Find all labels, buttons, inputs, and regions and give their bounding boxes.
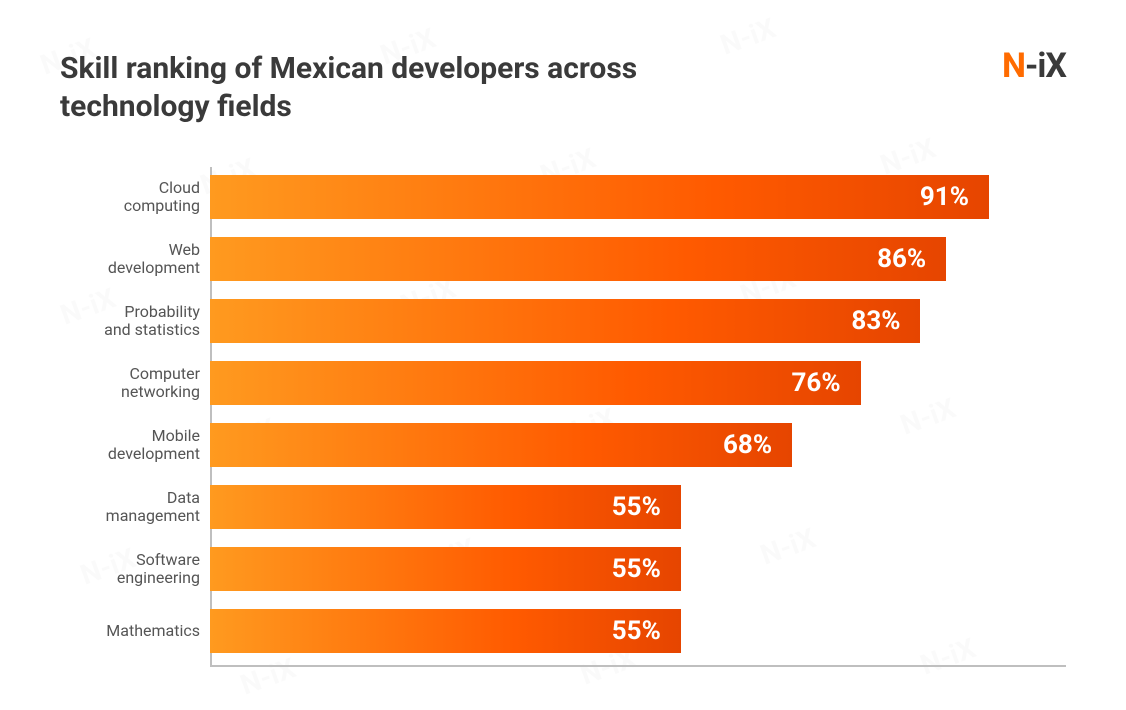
category-label-line: Web (60, 241, 200, 259)
category-label-line: development (60, 445, 200, 463)
logo: N-iX (1002, 46, 1066, 86)
category-label: Probabilityand statistics (60, 303, 200, 340)
chart-title: Skill ranking of Mexican developers acro… (60, 50, 660, 125)
bar-value-label: 91% (920, 182, 969, 212)
bar: 68% (210, 423, 792, 467)
header: Skill ranking of Mexican developers acro… (60, 50, 1066, 125)
category-label-line: management (60, 507, 200, 525)
bar-row: Computernetworking76% (210, 361, 1066, 405)
category-label: Mobiledevelopment (60, 427, 200, 464)
category-label-line: Cloud (60, 179, 200, 197)
bar: 55% (210, 485, 681, 529)
logo-dash: - (1025, 46, 1037, 86)
bar: 91% (210, 175, 989, 219)
category-label-line: Software (60, 551, 200, 569)
bar: 83% (210, 299, 920, 343)
bar-value-label: 55% (612, 616, 661, 646)
category-label-line: engineering (60, 569, 200, 587)
bar-row: Probabilityand statistics83% (210, 299, 1066, 343)
x-axis-line (210, 665, 1066, 667)
bar: 86% (210, 237, 946, 281)
category-label-line: Mobile (60, 427, 200, 445)
bar-row: Cloudcomputing91% (210, 175, 1066, 219)
bar-row: Softwareengineering55% (210, 547, 1066, 591)
bar-row: Mathematics55% (210, 609, 1066, 653)
chart-plot-area: Cloudcomputing91%Webdevelopment86%Probab… (60, 175, 1066, 653)
category-label-line: Data (60, 489, 200, 507)
category-label-line: computing (60, 197, 200, 215)
bar-value-label: 55% (612, 492, 661, 522)
bar-row: Datamanagement55% (210, 485, 1066, 529)
chart-container: Skill ranking of Mexican developers acro… (0, 0, 1126, 710)
category-label: Computernetworking (60, 365, 200, 402)
bar-value-label: 83% (851, 306, 900, 336)
category-label-line: networking (60, 383, 200, 401)
bar-value-label: 55% (612, 554, 661, 584)
category-label: Cloudcomputing (60, 179, 200, 216)
category-label: Mathematics (60, 622, 200, 640)
bar: 76% (210, 361, 861, 405)
bar-value-label: 86% (877, 244, 926, 274)
category-label: Softwareengineering (60, 551, 200, 588)
category-label-line: and statistics (60, 321, 200, 339)
category-label: Webdevelopment (60, 241, 200, 278)
bar-row: Webdevelopment86% (210, 237, 1066, 281)
bar-value-label: 76% (791, 368, 840, 398)
logo-n: N (1002, 46, 1025, 86)
category-label: Datamanagement (60, 489, 200, 526)
category-label-line: Mathematics (60, 622, 200, 640)
bar-row: Mobiledevelopment68% (210, 423, 1066, 467)
bar: 55% (210, 609, 681, 653)
category-label-line: development (60, 259, 200, 277)
bar: 55% (210, 547, 681, 591)
bar-value-label: 68% (723, 430, 772, 460)
category-label-line: Computer (60, 365, 200, 383)
category-label-line: Probability (60, 303, 200, 321)
logo-x: X (1045, 46, 1066, 86)
